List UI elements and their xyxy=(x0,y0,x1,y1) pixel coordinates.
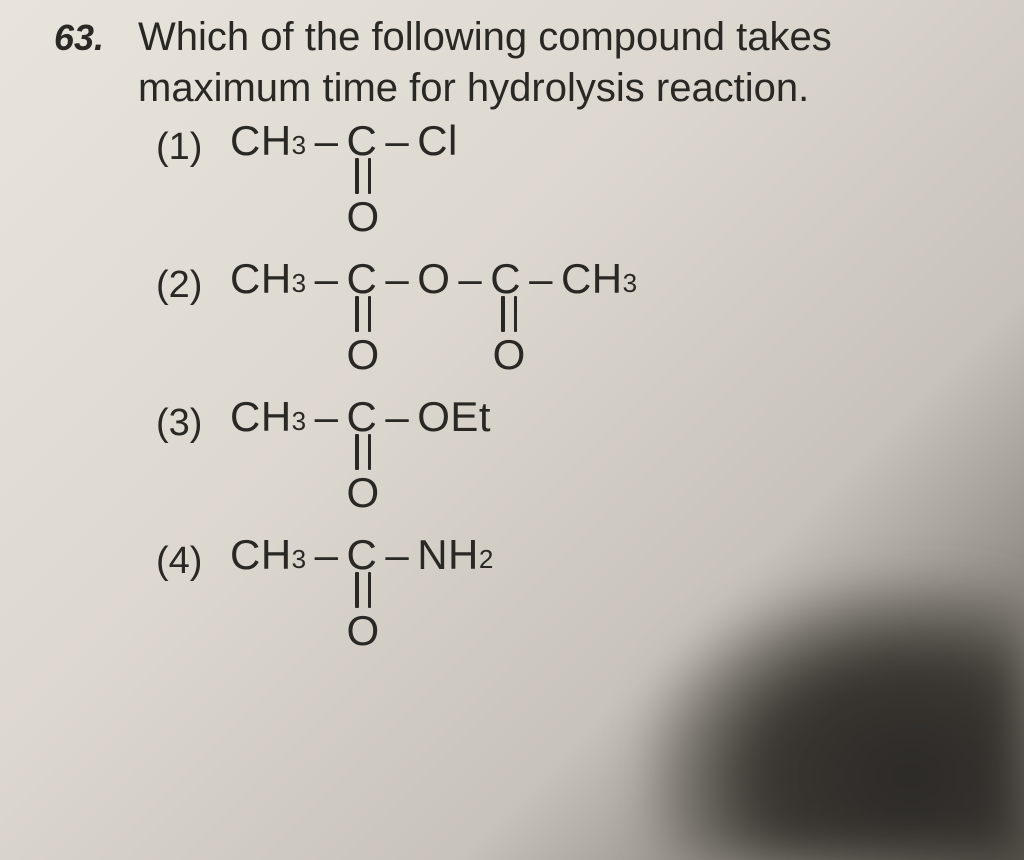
option-3: (3) CH3 – C – OEt CH3 – O xyxy=(156,396,984,514)
question-text: Which of the following compound takes ma… xyxy=(138,12,978,114)
question-block: 63. Which of the following compound take… xyxy=(40,12,984,652)
option-2-formula: CH3 – C – O – C – CH3 CH3 – O xyxy=(230,258,638,376)
double-bond-o-icon: O xyxy=(347,296,380,376)
double-bond-o-icon: O xyxy=(347,572,380,652)
option-1-label: (1) xyxy=(156,120,214,166)
question-number: 63. xyxy=(40,12,104,56)
question-row: 63. Which of the following compound take… xyxy=(40,12,984,114)
option-2-label: (2) xyxy=(156,258,214,304)
option-1-formula: CH3 – C – Cl CH3 – O xyxy=(230,120,458,238)
option-4: (4) CH3 – C – NH2 CH3 – O xyxy=(156,534,984,652)
option-2: (2) CH3 – C – O – C – CH3 CH3 – xyxy=(156,258,984,376)
option-3-label: (3) xyxy=(156,396,214,442)
option-1: (1) CH3 – C – Cl CH3 – O xyxy=(156,120,984,238)
double-bond-o-icon: O xyxy=(347,158,380,238)
double-bond-o-icon: O xyxy=(493,296,526,376)
double-bond-o-icon: O xyxy=(347,434,380,514)
option-4-label: (4) xyxy=(156,534,214,580)
option-3-formula: CH3 – C – OEt CH3 – O xyxy=(230,396,491,514)
options-list: (1) CH3 – C – Cl CH3 – O xyxy=(156,120,984,652)
option-4-formula: CH3 – C – NH2 CH3 – O xyxy=(230,534,494,652)
